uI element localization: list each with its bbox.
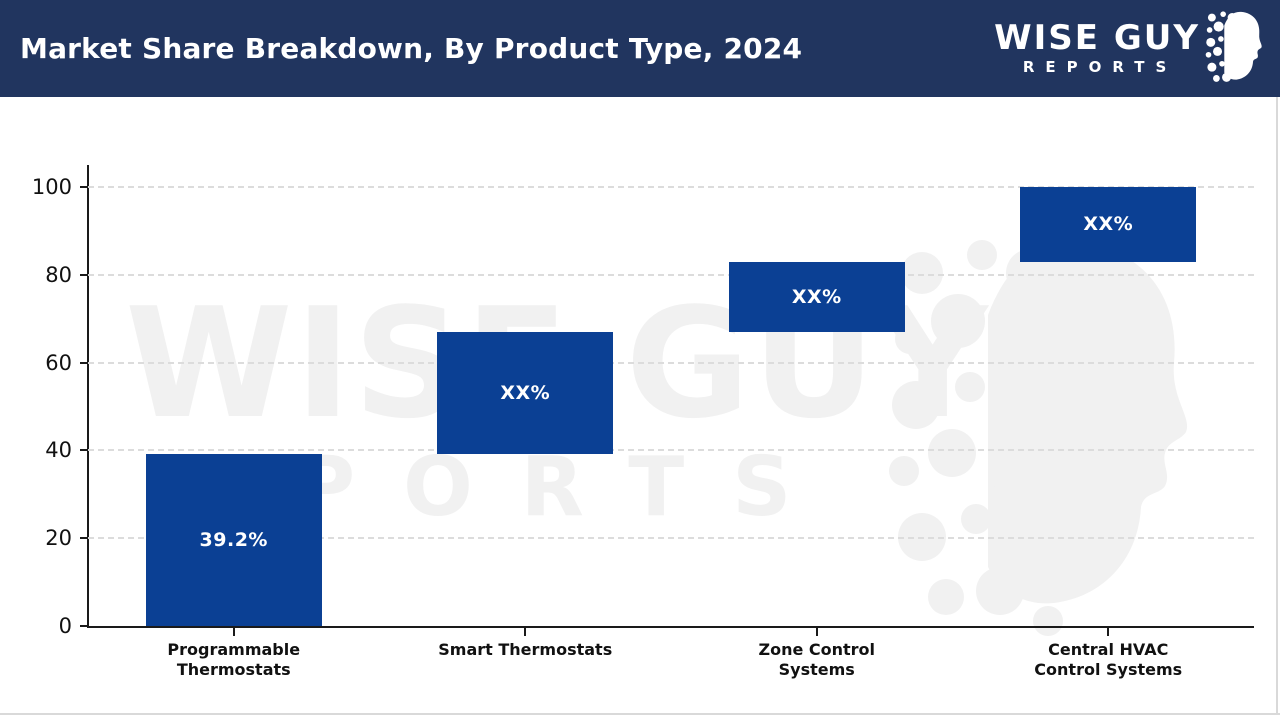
logo-face-icon: [1205, 11, 1262, 82]
y-tick-label: 80: [45, 262, 72, 287]
bar-value-label: XX%: [791, 285, 842, 308]
page-title: Market Share Breakdown, By Product Type,…: [20, 32, 803, 65]
logo-text: WISE GUY REPORTS: [994, 21, 1200, 75]
gridline: [88, 449, 1254, 452]
gridline: [88, 361, 1254, 364]
y-tick-label: 60: [45, 350, 72, 375]
gridline: [88, 537, 1254, 540]
bar-segment: XX%: [437, 331, 614, 454]
x-axis-label: Central HVAC Control Systems: [1034, 640, 1183, 679]
logo-line2: REPORTS: [1022, 58, 1178, 76]
x-tick-mark: [815, 628, 818, 636]
x-tick-mark: [232, 628, 235, 636]
y-tick-mark: [80, 449, 88, 452]
gridline: [88, 273, 1254, 276]
bar-value-label: 39.2%: [199, 528, 268, 551]
y-tick-label: 100: [31, 174, 72, 199]
y-tick-mark: [80, 185, 88, 188]
bar-value-label: XX%: [1083, 213, 1134, 236]
logo-line1: WISE GUY: [994, 18, 1200, 58]
bar-segment: XX%: [1020, 186, 1197, 262]
y-tick-mark: [80, 273, 88, 276]
y-tick-label: 20: [45, 526, 72, 551]
x-tick-mark: [524, 628, 527, 636]
y-axis-spine: [87, 165, 89, 628]
watermark-text-line2: PORTS: [295, 440, 840, 535]
x-axis-label: Zone Control Systems: [758, 640, 876, 679]
y-tick-mark: [80, 625, 88, 627]
watermark-face-icon: [889, 240, 1188, 636]
bar-segment: 39.2%: [145, 453, 322, 626]
y-tick-mark: [80, 537, 88, 540]
bar-value-label: XX%: [500, 381, 551, 404]
x-axis-label: Smart Thermostats: [438, 640, 613, 659]
y-tick-label: 40: [45, 438, 72, 463]
page-border-right: [1276, 97, 1278, 713]
x-tick-mark: [1107, 628, 1110, 636]
gridline: [88, 185, 1254, 188]
y-tick-mark: [80, 361, 88, 364]
header-bar: Market Share Breakdown, By Product Type,…: [0, 0, 1280, 97]
bar-segment: XX%: [728, 261, 905, 332]
x-axis-spine: [87, 626, 1254, 628]
wiseguy-logo: WISE GUY REPORTS: [994, 6, 1266, 90]
x-axis-label: Programmable Thermostats: [167, 640, 301, 679]
y-tick-label: 0: [58, 614, 72, 638]
page-border-bottom: [0, 713, 1280, 715]
